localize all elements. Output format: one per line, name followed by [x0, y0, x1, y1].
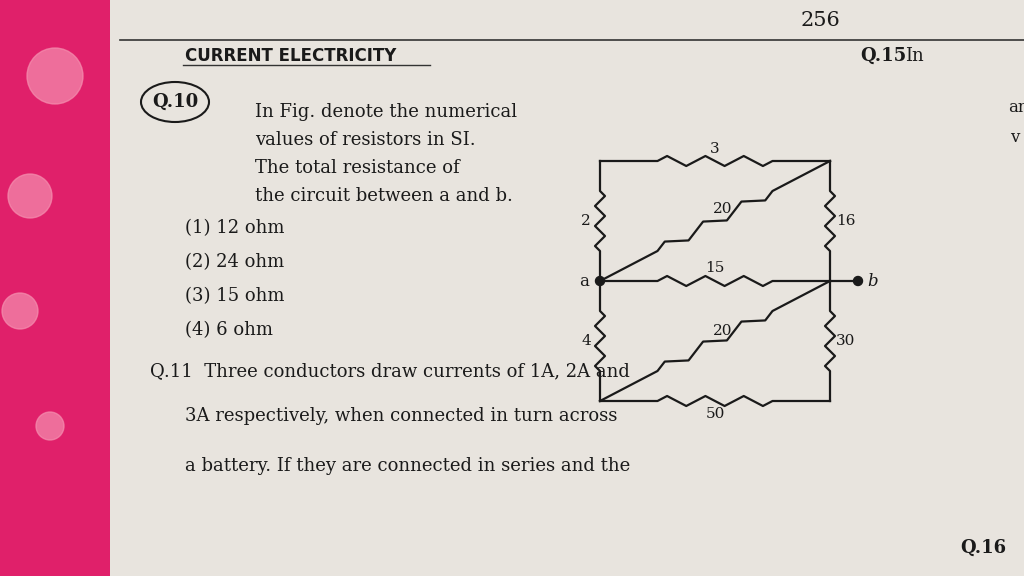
Circle shape: [2, 293, 38, 329]
Text: a: a: [579, 272, 589, 290]
Circle shape: [36, 412, 63, 440]
Text: a battery. If they are connected in series and the: a battery. If they are connected in seri…: [185, 457, 630, 475]
Text: values of resistors in SI.: values of resistors in SI.: [255, 131, 475, 149]
Text: 16: 16: [837, 214, 856, 228]
Text: v: v: [1010, 130, 1019, 146]
Circle shape: [596, 276, 604, 286]
Text: Q.10: Q.10: [152, 93, 198, 111]
Text: the circuit between a and b.: the circuit between a and b.: [255, 187, 513, 205]
Text: 20: 20: [714, 202, 733, 216]
Text: 20: 20: [714, 324, 733, 338]
Text: Q.11  Three conductors draw currents of 1A, 2A and: Q.11 Three conductors draw currents of 1…: [150, 362, 630, 380]
Text: (3) 15 ohm: (3) 15 ohm: [185, 287, 285, 305]
Text: In: In: [905, 47, 924, 65]
Text: The total resistance of: The total resistance of: [255, 159, 460, 177]
Text: an: an: [1008, 100, 1024, 116]
Text: (1) 12 ohm: (1) 12 ohm: [185, 219, 285, 237]
Circle shape: [853, 276, 862, 286]
Text: CURRENT ELECTRICITY: CURRENT ELECTRICITY: [185, 47, 396, 65]
Text: 15: 15: [706, 261, 725, 275]
Text: 3A respectively, when connected in turn across: 3A respectively, when connected in turn …: [185, 407, 617, 425]
Text: 4: 4: [582, 334, 591, 348]
FancyBboxPatch shape: [110, 0, 1024, 576]
Text: 30: 30: [837, 334, 856, 348]
Text: (2) 24 ohm: (2) 24 ohm: [185, 253, 285, 271]
Circle shape: [27, 48, 83, 104]
Text: 2: 2: [582, 214, 591, 228]
Text: 3: 3: [711, 142, 720, 156]
Text: (4) 6 ohm: (4) 6 ohm: [185, 321, 273, 339]
Text: In Fig. denote the numerical: In Fig. denote the numerical: [255, 103, 517, 121]
Text: 50: 50: [706, 407, 725, 421]
Text: b: b: [867, 272, 879, 290]
Text: Q.16: Q.16: [961, 539, 1007, 557]
FancyBboxPatch shape: [0, 0, 135, 576]
Circle shape: [8, 174, 52, 218]
Text: 256: 256: [800, 10, 840, 29]
Text: Q.15: Q.15: [860, 47, 906, 65]
